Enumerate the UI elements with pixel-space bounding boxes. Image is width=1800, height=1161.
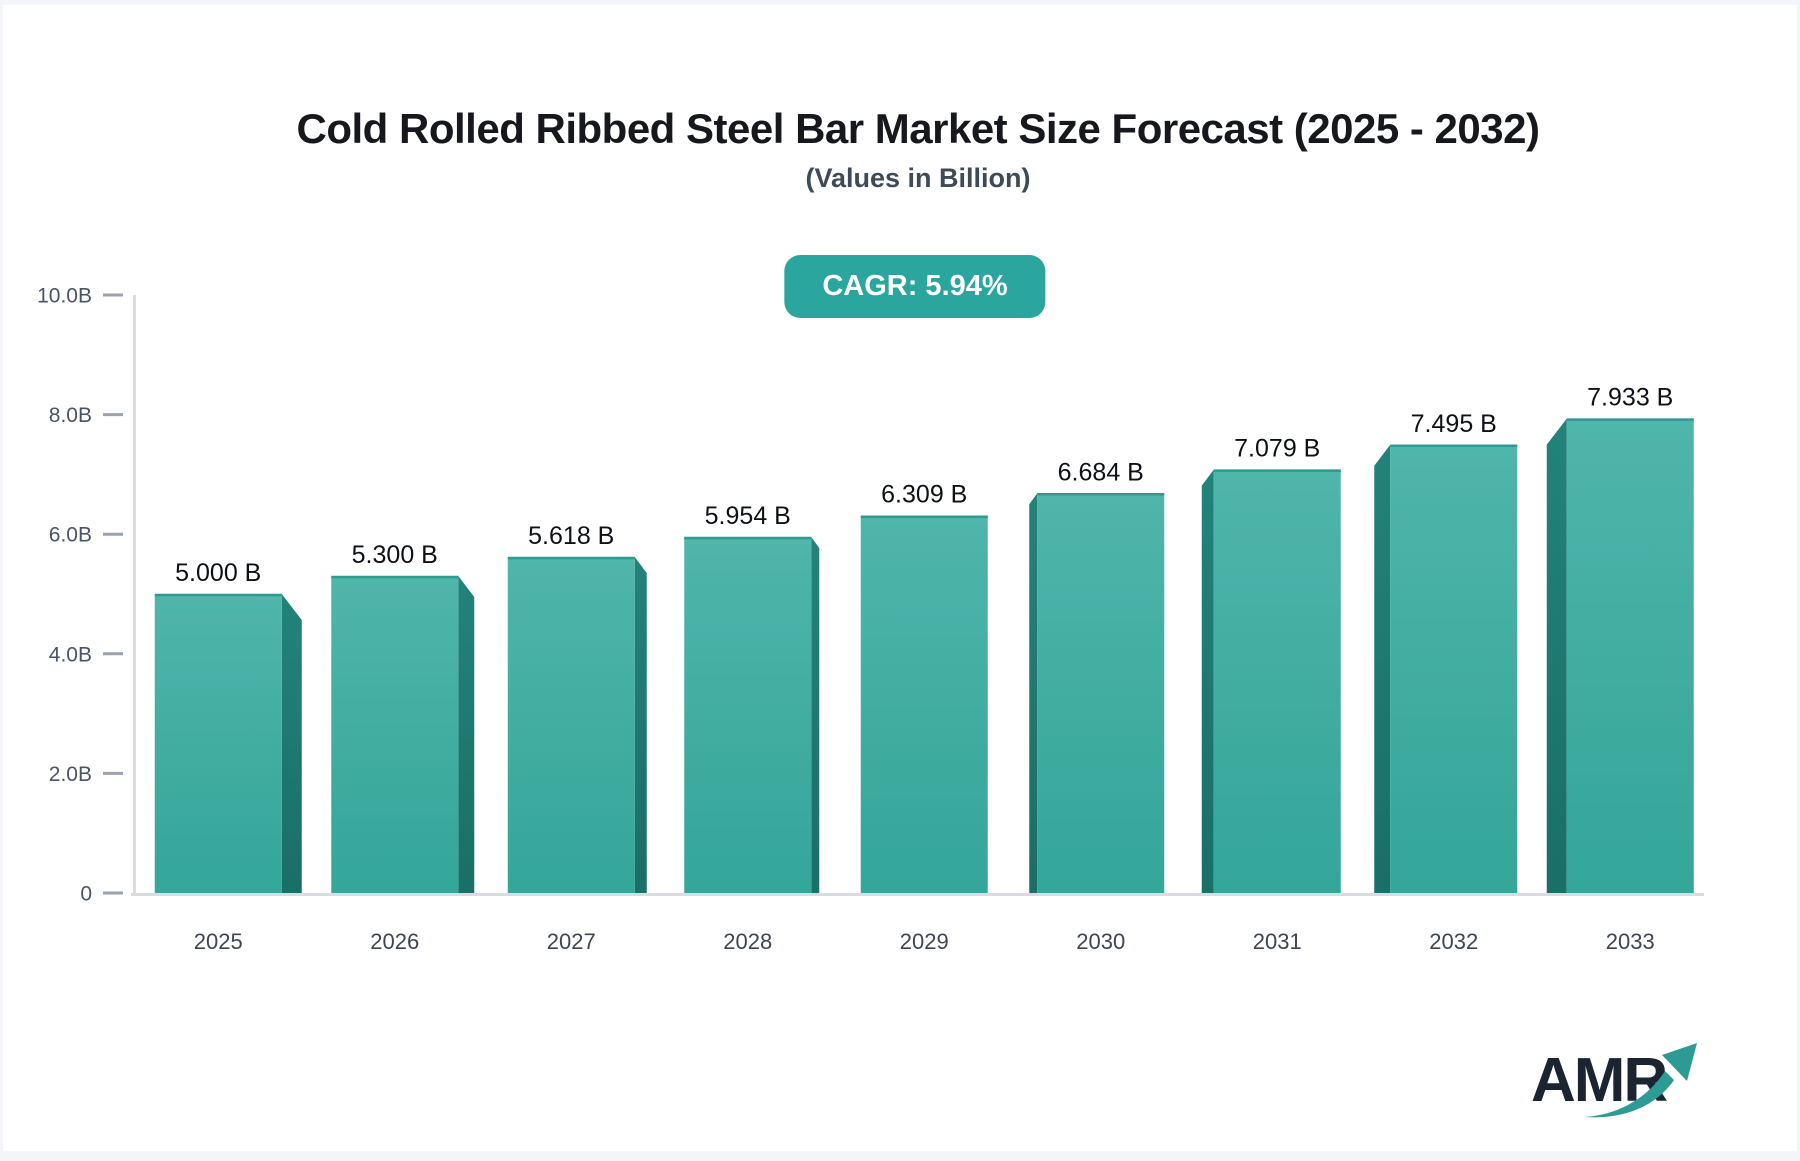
bar-side-face bbox=[1546, 418, 1567, 893]
bar bbox=[154, 594, 282, 893]
bar bbox=[1390, 444, 1518, 893]
bar-value-label: 6.309 B bbox=[881, 481, 967, 509]
bar-side-face bbox=[1029, 493, 1038, 893]
bar-group: 6.684 B 2030 bbox=[1029, 458, 1165, 954]
bar-side-face bbox=[1201, 469, 1214, 893]
x-axis-label: 2028 bbox=[723, 929, 772, 954]
y-axis-label: 0 bbox=[80, 883, 92, 906]
bar-value-label: 5.000 B bbox=[175, 559, 261, 587]
bar-group: 7.933 B 2033 bbox=[1546, 384, 1694, 954]
cagr-badge: CAGR: 5.94% bbox=[784, 255, 1046, 318]
logo-arrow-swoosh bbox=[1584, 1071, 1674, 1118]
bar bbox=[1213, 469, 1341, 893]
x-axis-label: 2025 bbox=[194, 929, 243, 954]
bar bbox=[1037, 493, 1165, 893]
bar-value-label: 7.079 B bbox=[1234, 435, 1320, 463]
bar-value-label: 5.954 B bbox=[705, 502, 791, 530]
bars: 5.000 B 2025 5.300 B 2026 5.618 B 2027 5.954 B… bbox=[154, 384, 1694, 954]
x-axis-label: 2027 bbox=[547, 929, 596, 954]
bar-value-label: 7.933 B bbox=[1587, 384, 1673, 412]
bar bbox=[1566, 418, 1694, 893]
bar-group: 5.300 B 2026 bbox=[331, 541, 475, 954]
bar-group: 5.618 B 2027 bbox=[507, 522, 647, 954]
bar-side-face bbox=[458, 576, 475, 893]
x-axis-label: 2033 bbox=[1606, 929, 1655, 954]
bar bbox=[507, 557, 635, 893]
y-axis-label: 10.0B bbox=[37, 285, 92, 308]
y-axis-label: 4.0B bbox=[49, 643, 92, 666]
x-axis-label: 2030 bbox=[1076, 929, 1125, 954]
bar-value-label: 7.495 B bbox=[1411, 410, 1497, 438]
bar-group: 5.954 B 2028 bbox=[684, 502, 820, 954]
bar bbox=[331, 576, 459, 893]
logo-text: AMR bbox=[1531, 1046, 1667, 1115]
bar-group: 7.079 B 2031 bbox=[1201, 435, 1341, 954]
y-axis-label: 2.0B bbox=[49, 763, 92, 786]
axes: 0 2.0B 4.0B 6.0B 8.0B 10.0B bbox=[37, 285, 1704, 906]
bar-chart: 0 2.0B 4.0B 6.0B 8.0B 10.0B 5.000 B 2025 5.300 … bbox=[37, 285, 1704, 954]
bar-value-label: 5.300 B bbox=[352, 541, 438, 569]
chart-title: Cold Rolled Ribbed Steel Bar Market Size… bbox=[296, 105, 1540, 152]
bar-group: 6.309 B 2029 bbox=[860, 481, 988, 954]
x-axis-label: 2029 bbox=[900, 929, 949, 954]
bar-side-face bbox=[634, 557, 647, 893]
x-axis-label: 2031 bbox=[1253, 929, 1302, 954]
y-axis-label: 6.0B bbox=[49, 524, 92, 547]
x-axis-label: 2032 bbox=[1429, 929, 1478, 954]
bar-group: 5.000 B 2025 bbox=[154, 559, 302, 954]
chart-card: Cold Rolled Ribbed Steel Bar Market Size… bbox=[3, 5, 1797, 1151]
logo-arrow-head bbox=[1662, 1043, 1697, 1081]
amr-logo: AMR bbox=[1531, 1043, 1697, 1118]
y-axis-label: 8.0B bbox=[49, 404, 92, 427]
bar-side-face bbox=[1374, 444, 1391, 893]
bar-value-label: 6.684 B bbox=[1058, 458, 1144, 486]
bar-group: 7.495 B 2032 bbox=[1374, 410, 1518, 954]
bar bbox=[684, 536, 812, 893]
bar-side-face bbox=[811, 536, 820, 893]
bar-value-label: 5.618 B bbox=[528, 522, 614, 550]
x-axis-label: 2026 bbox=[370, 929, 419, 954]
bar bbox=[860, 515, 988, 893]
bar-side-face bbox=[281, 594, 302, 893]
chart-subtitle: (Values in Billion) bbox=[805, 163, 1031, 193]
